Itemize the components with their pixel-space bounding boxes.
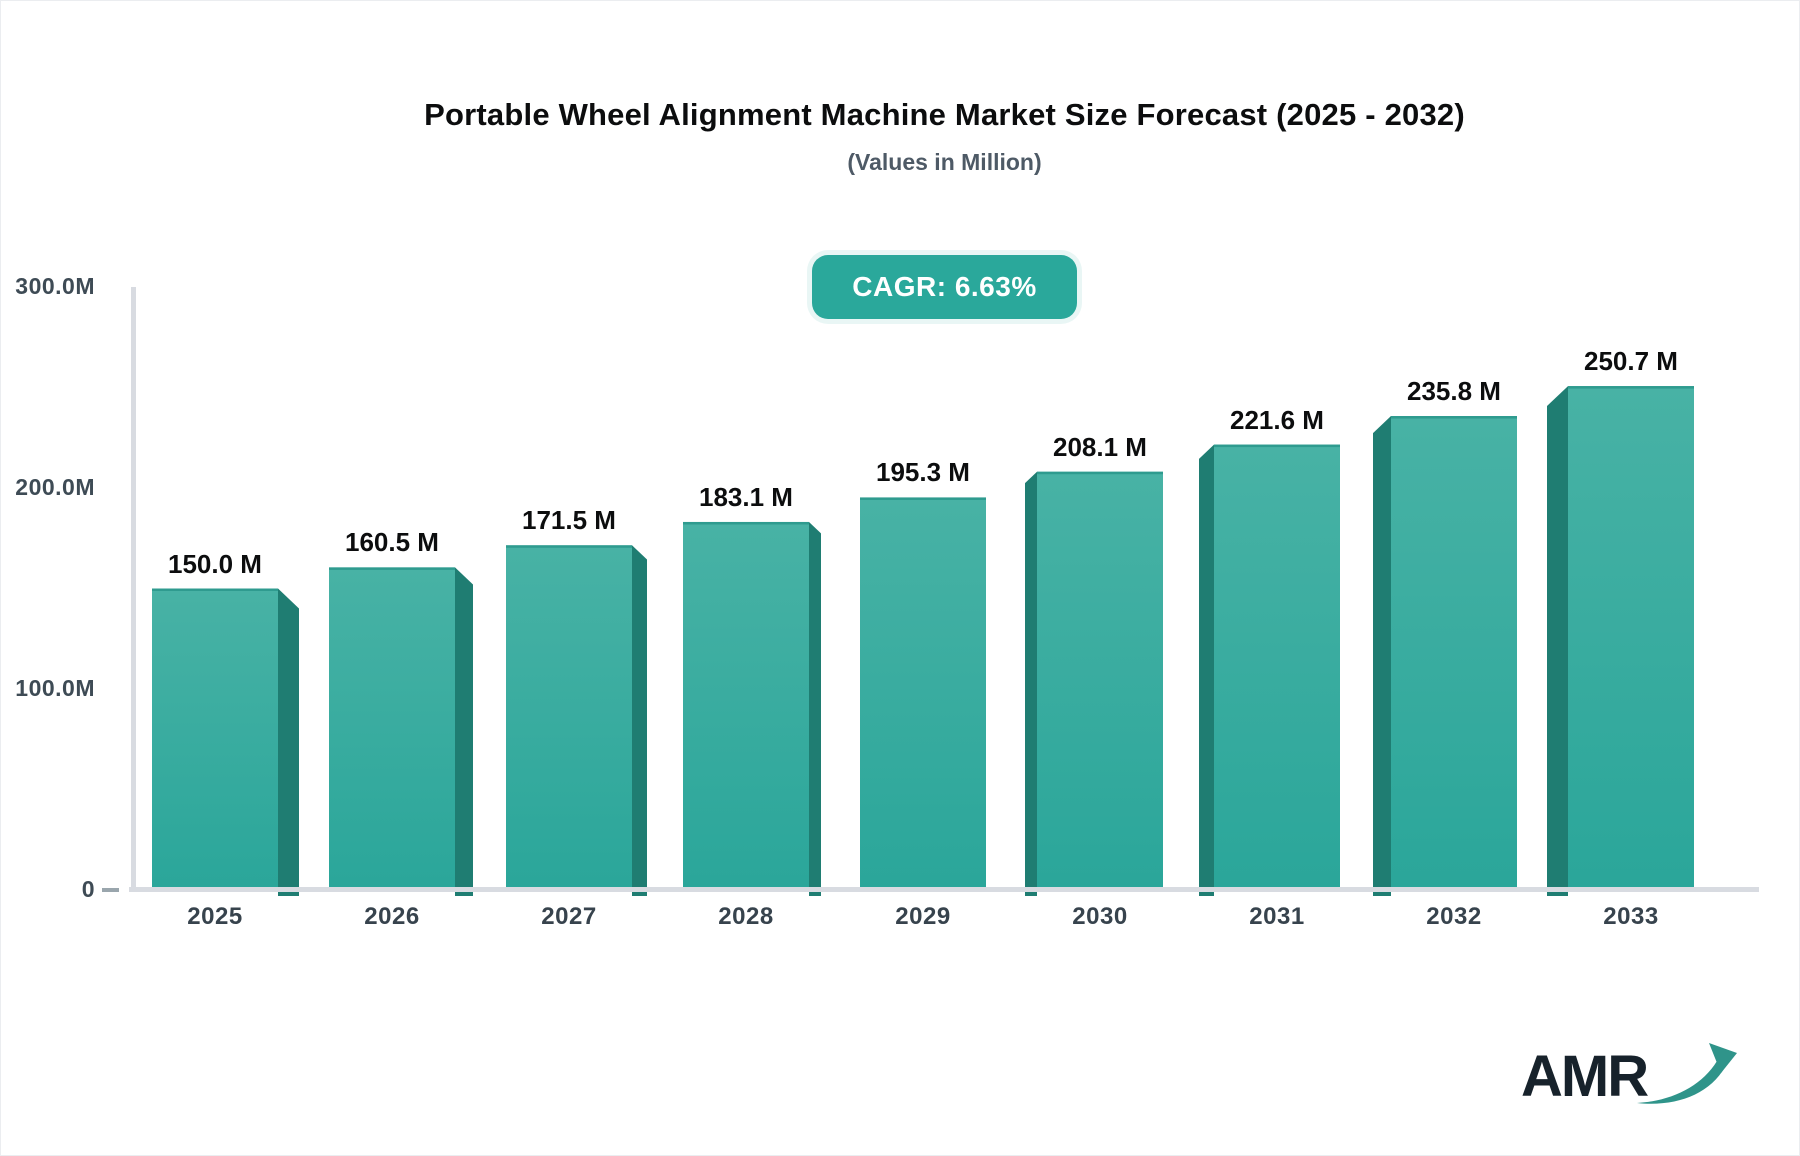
bar-side-face: [632, 545, 647, 896]
bar-value-label: 221.6 M: [1230, 404, 1324, 435]
chart-header: Portable Wheel Alignment Machine Market …: [131, 97, 1758, 176]
x-tick-label: 2028: [718, 903, 774, 930]
bar-front-face: [1391, 416, 1517, 892]
bar-2030[interactable]: [1025, 471, 1163, 896]
amr-logo: AMR: [1521, 1035, 1741, 1119]
bar-2028[interactable]: [683, 521, 821, 896]
bar-front-face: [1568, 386, 1694, 892]
chart-title: Portable Wheel Alignment Machine Market …: [424, 97, 1465, 132]
x-tick-label: 2030: [1072, 903, 1128, 930]
bar-2026[interactable]: [329, 567, 473, 896]
bar-value-label: 171.5 M: [522, 505, 616, 536]
bar-front-face: [683, 521, 809, 892]
bar-side-face: [809, 521, 821, 896]
bar-front-face: [1037, 471, 1163, 892]
chart-subtitle: (Values in Million): [847, 149, 1042, 175]
x-tick-label: 2027: [541, 903, 597, 930]
bar-top-edge: [683, 521, 809, 525]
bar-front-face: [152, 588, 278, 892]
bar-side-face: [1547, 386, 1568, 896]
growth-arrow-icon: [1637, 1043, 1737, 1104]
y-axis-line: [131, 287, 136, 890]
bar-top-edge: [1214, 444, 1340, 448]
bar-front-face: [329, 567, 455, 892]
bar-top-edge: [506, 545, 632, 548]
bar-2029[interactable]: [860, 497, 986, 892]
bar-front-face: [1214, 444, 1340, 892]
bar-top-edge: [329, 567, 455, 570]
x-axis-baseline: [129, 887, 1759, 892]
bar-value-label: 235.8 M: [1407, 376, 1501, 407]
x-tick-label: 2026: [364, 903, 420, 930]
bar-side-face: [1373, 416, 1391, 896]
bar-value-label: 150.0 M: [168, 548, 262, 579]
x-tick-label: 2033: [1603, 903, 1659, 930]
bar-2027[interactable]: [506, 545, 647, 896]
bar-side-face: [1025, 471, 1037, 896]
bar-top-edge: [152, 588, 278, 591]
bar-2032[interactable]: [1373, 416, 1517, 896]
bar-2025[interactable]: [152, 588, 299, 897]
zero-tick-dash: [102, 888, 119, 892]
bar-side-face: [455, 567, 473, 896]
bar-front-face: [860, 497, 986, 892]
amr-logo-text: AMR: [1521, 1044, 1649, 1109]
bar-top-edge: [860, 497, 986, 500]
bar-value-label: 160.5 M: [345, 527, 439, 558]
bar-side-face: [1199, 444, 1214, 896]
x-tick-label: 2025: [187, 903, 243, 930]
bar-value-label: 250.7 M: [1584, 346, 1678, 377]
cagr-badge: CAGR: 6.63%: [812, 255, 1077, 319]
bar-front-face: [506, 545, 632, 892]
x-tick-label: 2031: [1249, 903, 1305, 930]
bar-value-label: 208.1 M: [1053, 431, 1147, 462]
bar-2033[interactable]: [1547, 386, 1694, 896]
x-tick-label: 2032: [1426, 903, 1482, 930]
y-tick-label: 100.0M: [15, 675, 95, 701]
bar-top-edge: [1391, 416, 1517, 419]
bar-2031[interactable]: [1199, 444, 1340, 896]
x-tick-label: 2029: [895, 903, 951, 930]
y-tick-label: 300.0M: [15, 273, 95, 299]
bar-value-label: 195.3 M: [876, 457, 970, 488]
bar-top-edge: [1037, 471, 1163, 475]
cagr-badge-wrap: CAGR: 6.63%: [131, 255, 1758, 319]
bar-side-face: [278, 588, 299, 896]
bar-top-edge: [1568, 386, 1694, 389]
y-tick-label: 0: [81, 876, 95, 902]
bar-value-label: 183.1 M: [699, 481, 793, 512]
y-tick-label: 200.0M: [15, 474, 95, 500]
